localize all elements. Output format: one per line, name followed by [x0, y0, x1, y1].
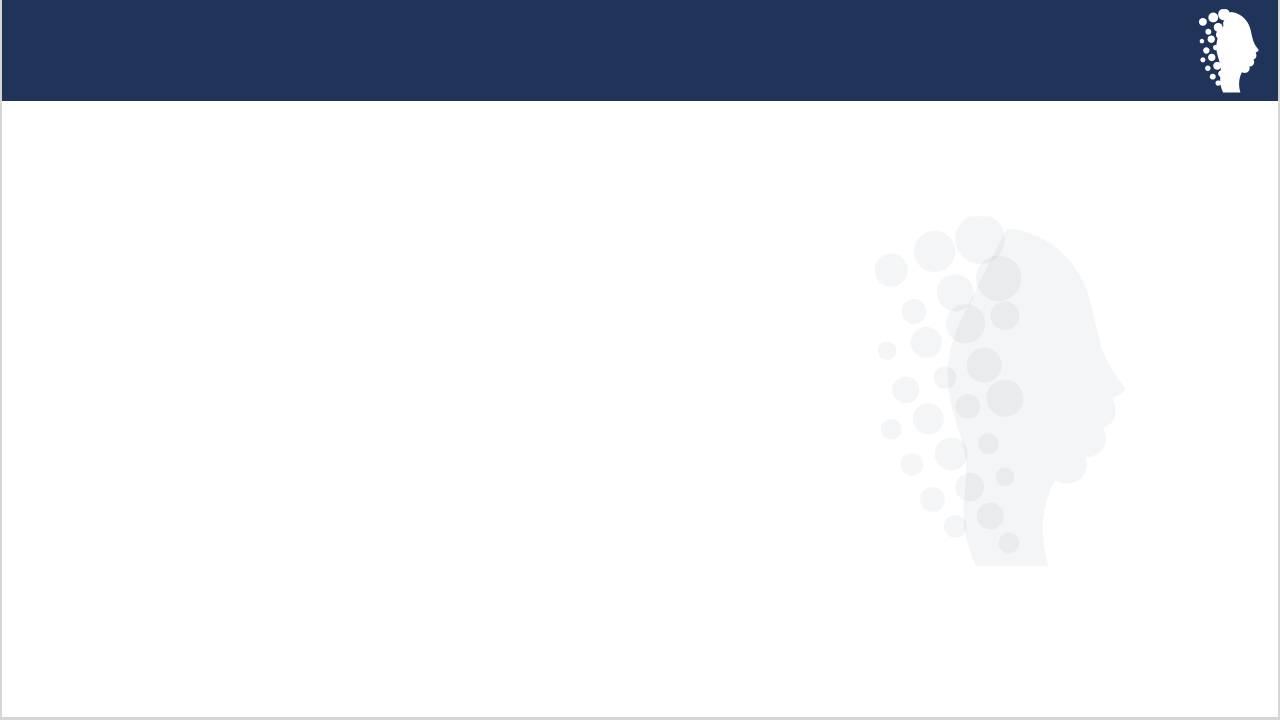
header-bar — [2, 0, 1278, 101]
wise-guy-head-icon — [1194, 9, 1268, 93]
wise-guy-logo — [1204, 9, 1268, 93]
